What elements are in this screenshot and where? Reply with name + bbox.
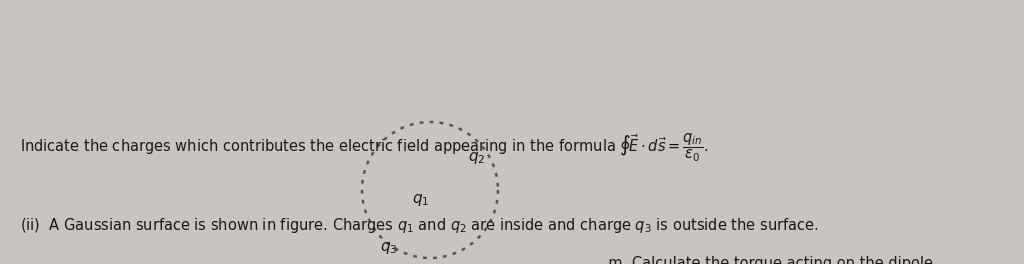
Text: (ii)  A Gaussian surface is shown in figure. Charges $q_1$ and $q_2$ are inside : (ii) A Gaussian surface is shown in figu… (20, 216, 819, 235)
Text: Indicate the charges which contributes the electric field appearing in the formu: Indicate the charges which contributes t… (20, 132, 710, 164)
Text: ...m. Calculate the torque acting on the dipole.: ...m. Calculate the torque acting on the… (594, 256, 938, 264)
Text: $q_2$: $q_2$ (468, 150, 485, 166)
Text: $q_3$: $q_3$ (380, 240, 397, 256)
Text: $q_1$: $q_1$ (412, 192, 429, 208)
